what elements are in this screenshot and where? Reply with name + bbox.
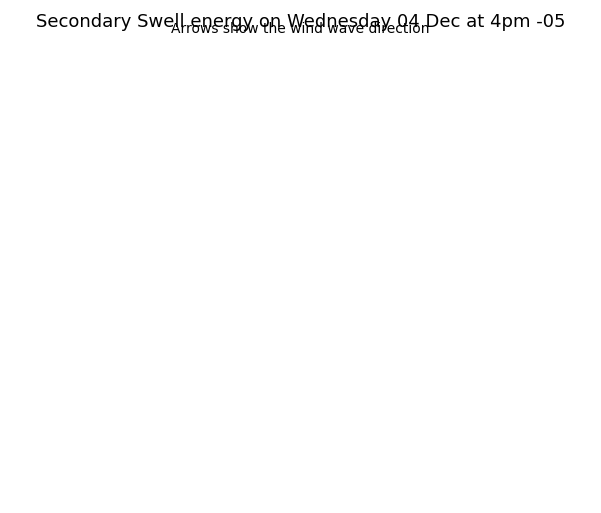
Text: Secondary Swell energy on Wednesday 04 Dec at 4pm -05: Secondary Swell energy on Wednesday 04 D… — [35, 13, 566, 31]
Text: Arrows show the wind wave direction: Arrows show the wind wave direction — [171, 22, 430, 36]
